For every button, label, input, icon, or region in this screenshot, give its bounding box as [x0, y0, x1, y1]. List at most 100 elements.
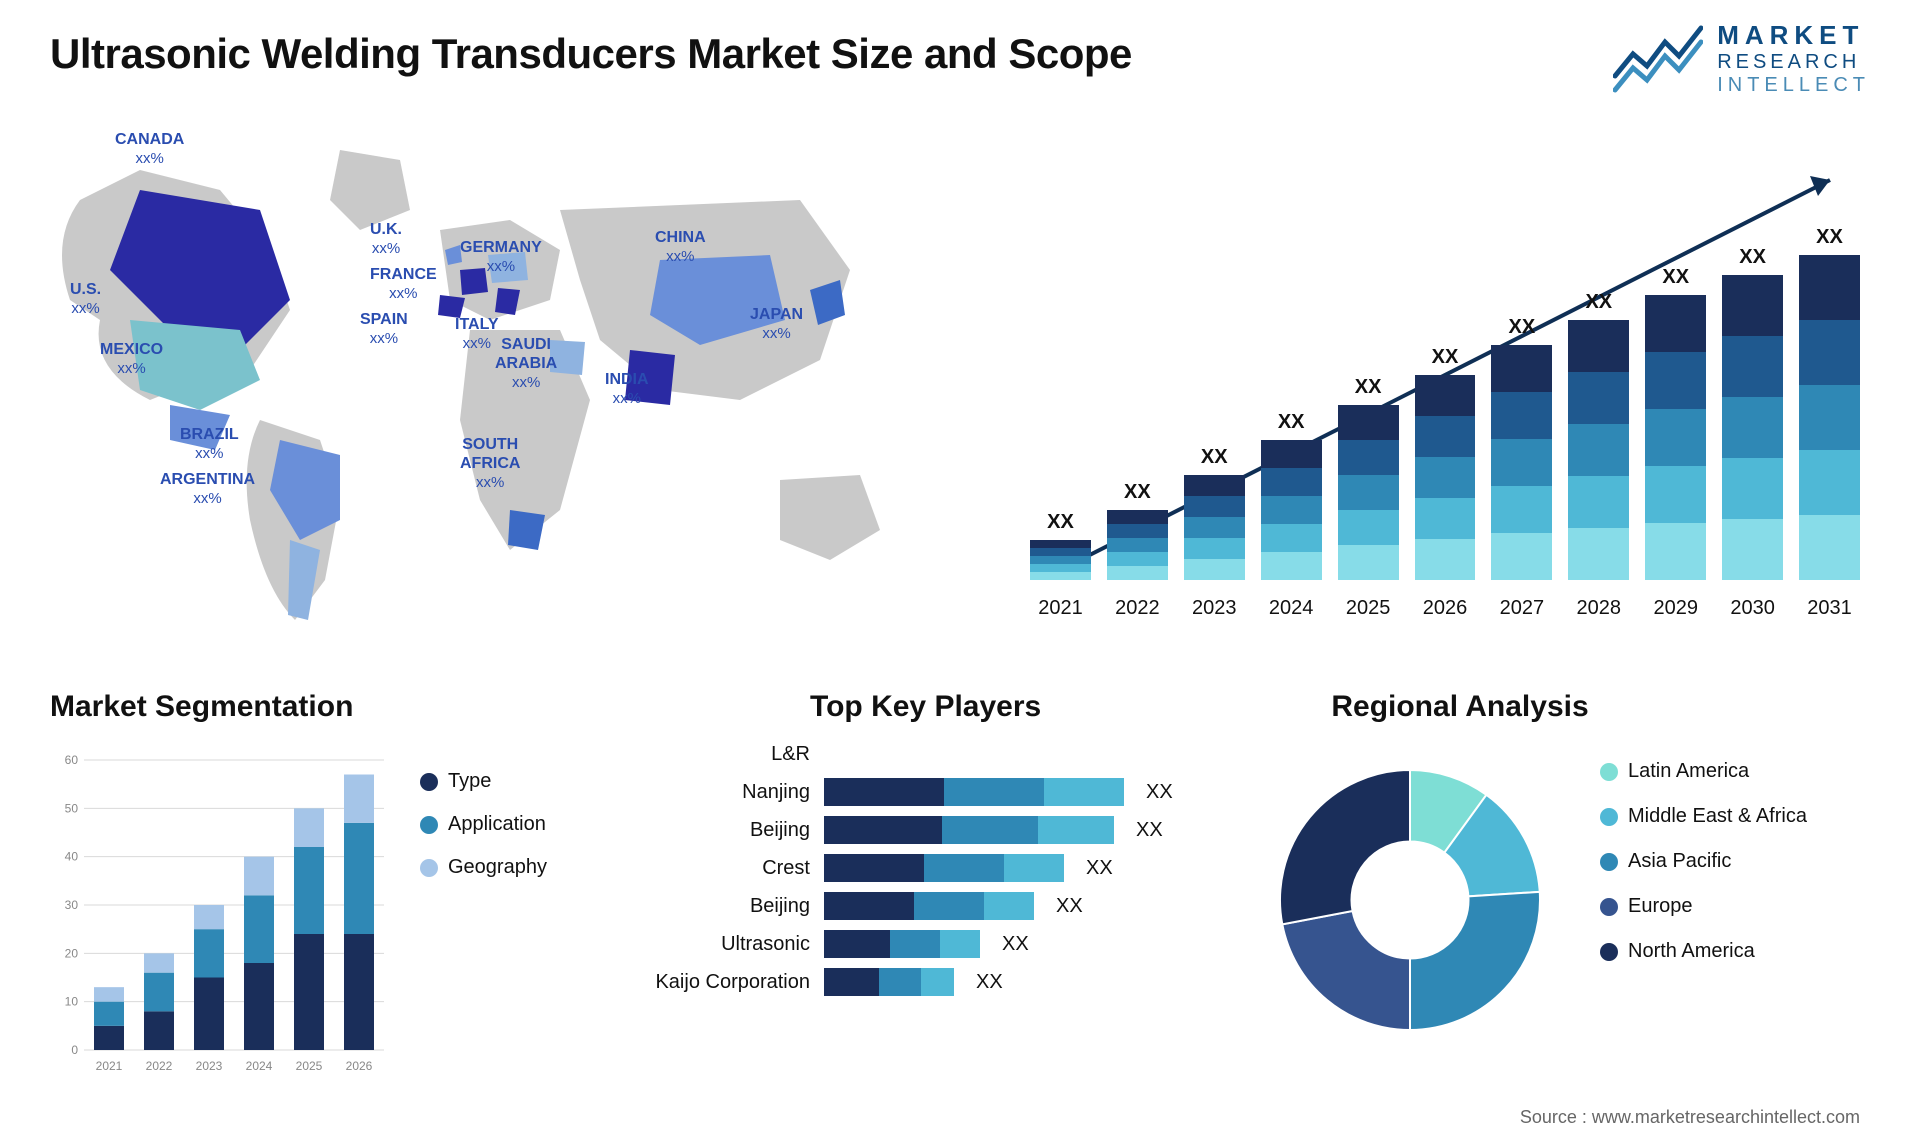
growth-bar-value: XX	[1278, 411, 1305, 434]
player-row: L&R	[620, 740, 1260, 768]
growth-bar-seg	[1338, 440, 1399, 475]
logo-line3: INTELLECT	[1717, 74, 1870, 97]
legend-swatch	[1600, 898, 1618, 916]
growth-bar-seg	[1491, 345, 1552, 392]
map-label: CANADAxx%	[115, 130, 184, 168]
players-section: Top Key Players L&RNanjingXXBeijingXXCre…	[620, 690, 1260, 1090]
growth-bar-seg	[1491, 486, 1552, 533]
player-row: Crest XX	[620, 854, 1260, 882]
players-chart: L&RNanjingXXBeijingXXCrestXXBeijingXXUlt…	[620, 740, 1260, 996]
growth-bar-value: XX	[1739, 246, 1766, 269]
growth-bar: XX	[1030, 511, 1091, 580]
legend-swatch	[1600, 853, 1618, 871]
player-value: XX	[1086, 857, 1113, 880]
growth-bar-seg	[1568, 528, 1629, 580]
svg-text:2022: 2022	[146, 1059, 173, 1073]
players-title: Top Key Players	[810, 690, 1260, 724]
growth-bar-seg	[1568, 476, 1629, 528]
player-bar	[824, 968, 954, 996]
growth-year-label: 2030	[1722, 597, 1783, 620]
segmentation-legend: TypeApplicationGeography	[420, 770, 547, 879]
player-label: Beijing	[620, 819, 810, 842]
map-label: CHINAxx%	[655, 228, 706, 266]
growth-year-label: 2027	[1491, 597, 1552, 620]
growth-bar-seg	[1491, 392, 1552, 439]
logo-line2: RESEARCH	[1717, 51, 1870, 74]
player-label: Crest	[620, 857, 810, 880]
svg-text:2026: 2026	[346, 1059, 373, 1073]
growth-bar-seg	[1722, 336, 1783, 397]
growth-bar-seg	[1107, 524, 1168, 538]
growth-bar-seg	[1261, 496, 1322, 524]
legend-item: North America	[1600, 940, 1807, 963]
player-label: L&R	[620, 743, 810, 766]
legend-label: North America	[1628, 940, 1755, 963]
map-label: GERMANYxx%	[460, 238, 542, 276]
segmentation-chart: 0102030405060202120222023202420252026	[50, 750, 390, 1080]
growth-bar-seg	[1261, 440, 1322, 468]
growth-year-label: 2025	[1338, 597, 1399, 620]
player-row: BeijingXX	[620, 892, 1260, 920]
legend-label: Middle East & Africa	[1628, 805, 1807, 828]
player-row: NanjingXX	[620, 778, 1260, 806]
world-map: CANADAxx%U.S.xx%MEXICOxx%BRAZILxx%ARGENT…	[40, 120, 940, 640]
growth-bar-value: XX	[1432, 346, 1459, 369]
legend-label: Geography	[448, 856, 547, 879]
player-label: Ultrasonic	[620, 933, 810, 956]
growth-bar-seg	[1184, 496, 1245, 517]
player-bar-seg	[914, 892, 984, 920]
growth-bar-seg	[1645, 523, 1706, 580]
growth-bar-value: XX	[1662, 266, 1689, 289]
source-citation: Source : www.marketresearchintellect.com	[1520, 1107, 1860, 1128]
player-bar	[824, 892, 1034, 920]
player-bar-seg	[824, 930, 890, 958]
growth-bar-seg	[1568, 320, 1629, 372]
map-label: FRANCExx%	[370, 265, 437, 303]
growth-bar-seg	[1107, 510, 1168, 524]
growth-bar-seg	[1722, 519, 1783, 580]
growth-bar-value: XX	[1047, 511, 1074, 534]
player-bar-seg	[879, 968, 921, 996]
legend-item: Geography	[420, 856, 547, 879]
player-row: UltrasonicXX	[620, 930, 1260, 958]
legend-swatch	[420, 773, 438, 791]
player-bar-seg	[1044, 778, 1124, 806]
legend-label: Type	[448, 770, 491, 793]
growth-bar-seg	[1799, 255, 1860, 320]
player-bar-seg	[921, 968, 954, 996]
player-row: BeijingXX	[620, 816, 1260, 844]
growth-bar-seg	[1184, 559, 1245, 580]
svg-text:2025: 2025	[296, 1059, 323, 1073]
player-value: XX	[1146, 781, 1173, 804]
player-bar-seg	[824, 854, 924, 882]
player-bar	[824, 930, 980, 958]
growth-year-label: 2031	[1799, 597, 1860, 620]
legend-item: Latin America	[1600, 760, 1807, 783]
player-bar-seg	[984, 892, 1034, 920]
legend-label: Europe	[1628, 895, 1693, 918]
logo-text: MARKET RESEARCH INTELLECT	[1717, 20, 1870, 97]
growth-bar-seg	[1261, 468, 1322, 496]
player-bar-seg	[940, 930, 980, 958]
growth-bar-seg	[1645, 352, 1706, 409]
growth-bar-seg	[1415, 416, 1476, 457]
map-label: SAUDIARABIAxx%	[495, 335, 557, 393]
legend-swatch	[420, 816, 438, 834]
growth-bar-value: XX	[1816, 226, 1843, 249]
growth-bar-seg	[1184, 517, 1245, 538]
growth-bar-value: XX	[1201, 446, 1228, 469]
legend-item: Europe	[1600, 895, 1807, 918]
svg-text:30: 30	[65, 898, 79, 912]
svg-text:10: 10	[65, 995, 79, 1009]
growth-bar: XX	[1261, 411, 1322, 580]
growth-year-label: 2029	[1645, 597, 1706, 620]
legend-item: Middle East & Africa	[1600, 805, 1807, 828]
growth-bar: XX	[1184, 446, 1245, 580]
map-label: ITALYxx%	[455, 315, 499, 353]
map-label: JAPANxx%	[750, 305, 803, 343]
growth-year-label: 2024	[1261, 597, 1322, 620]
player-bar-seg	[924, 854, 1004, 882]
growth-bar-seg	[1491, 439, 1552, 486]
player-bar-seg	[942, 816, 1038, 844]
growth-bar: XX	[1107, 481, 1168, 580]
